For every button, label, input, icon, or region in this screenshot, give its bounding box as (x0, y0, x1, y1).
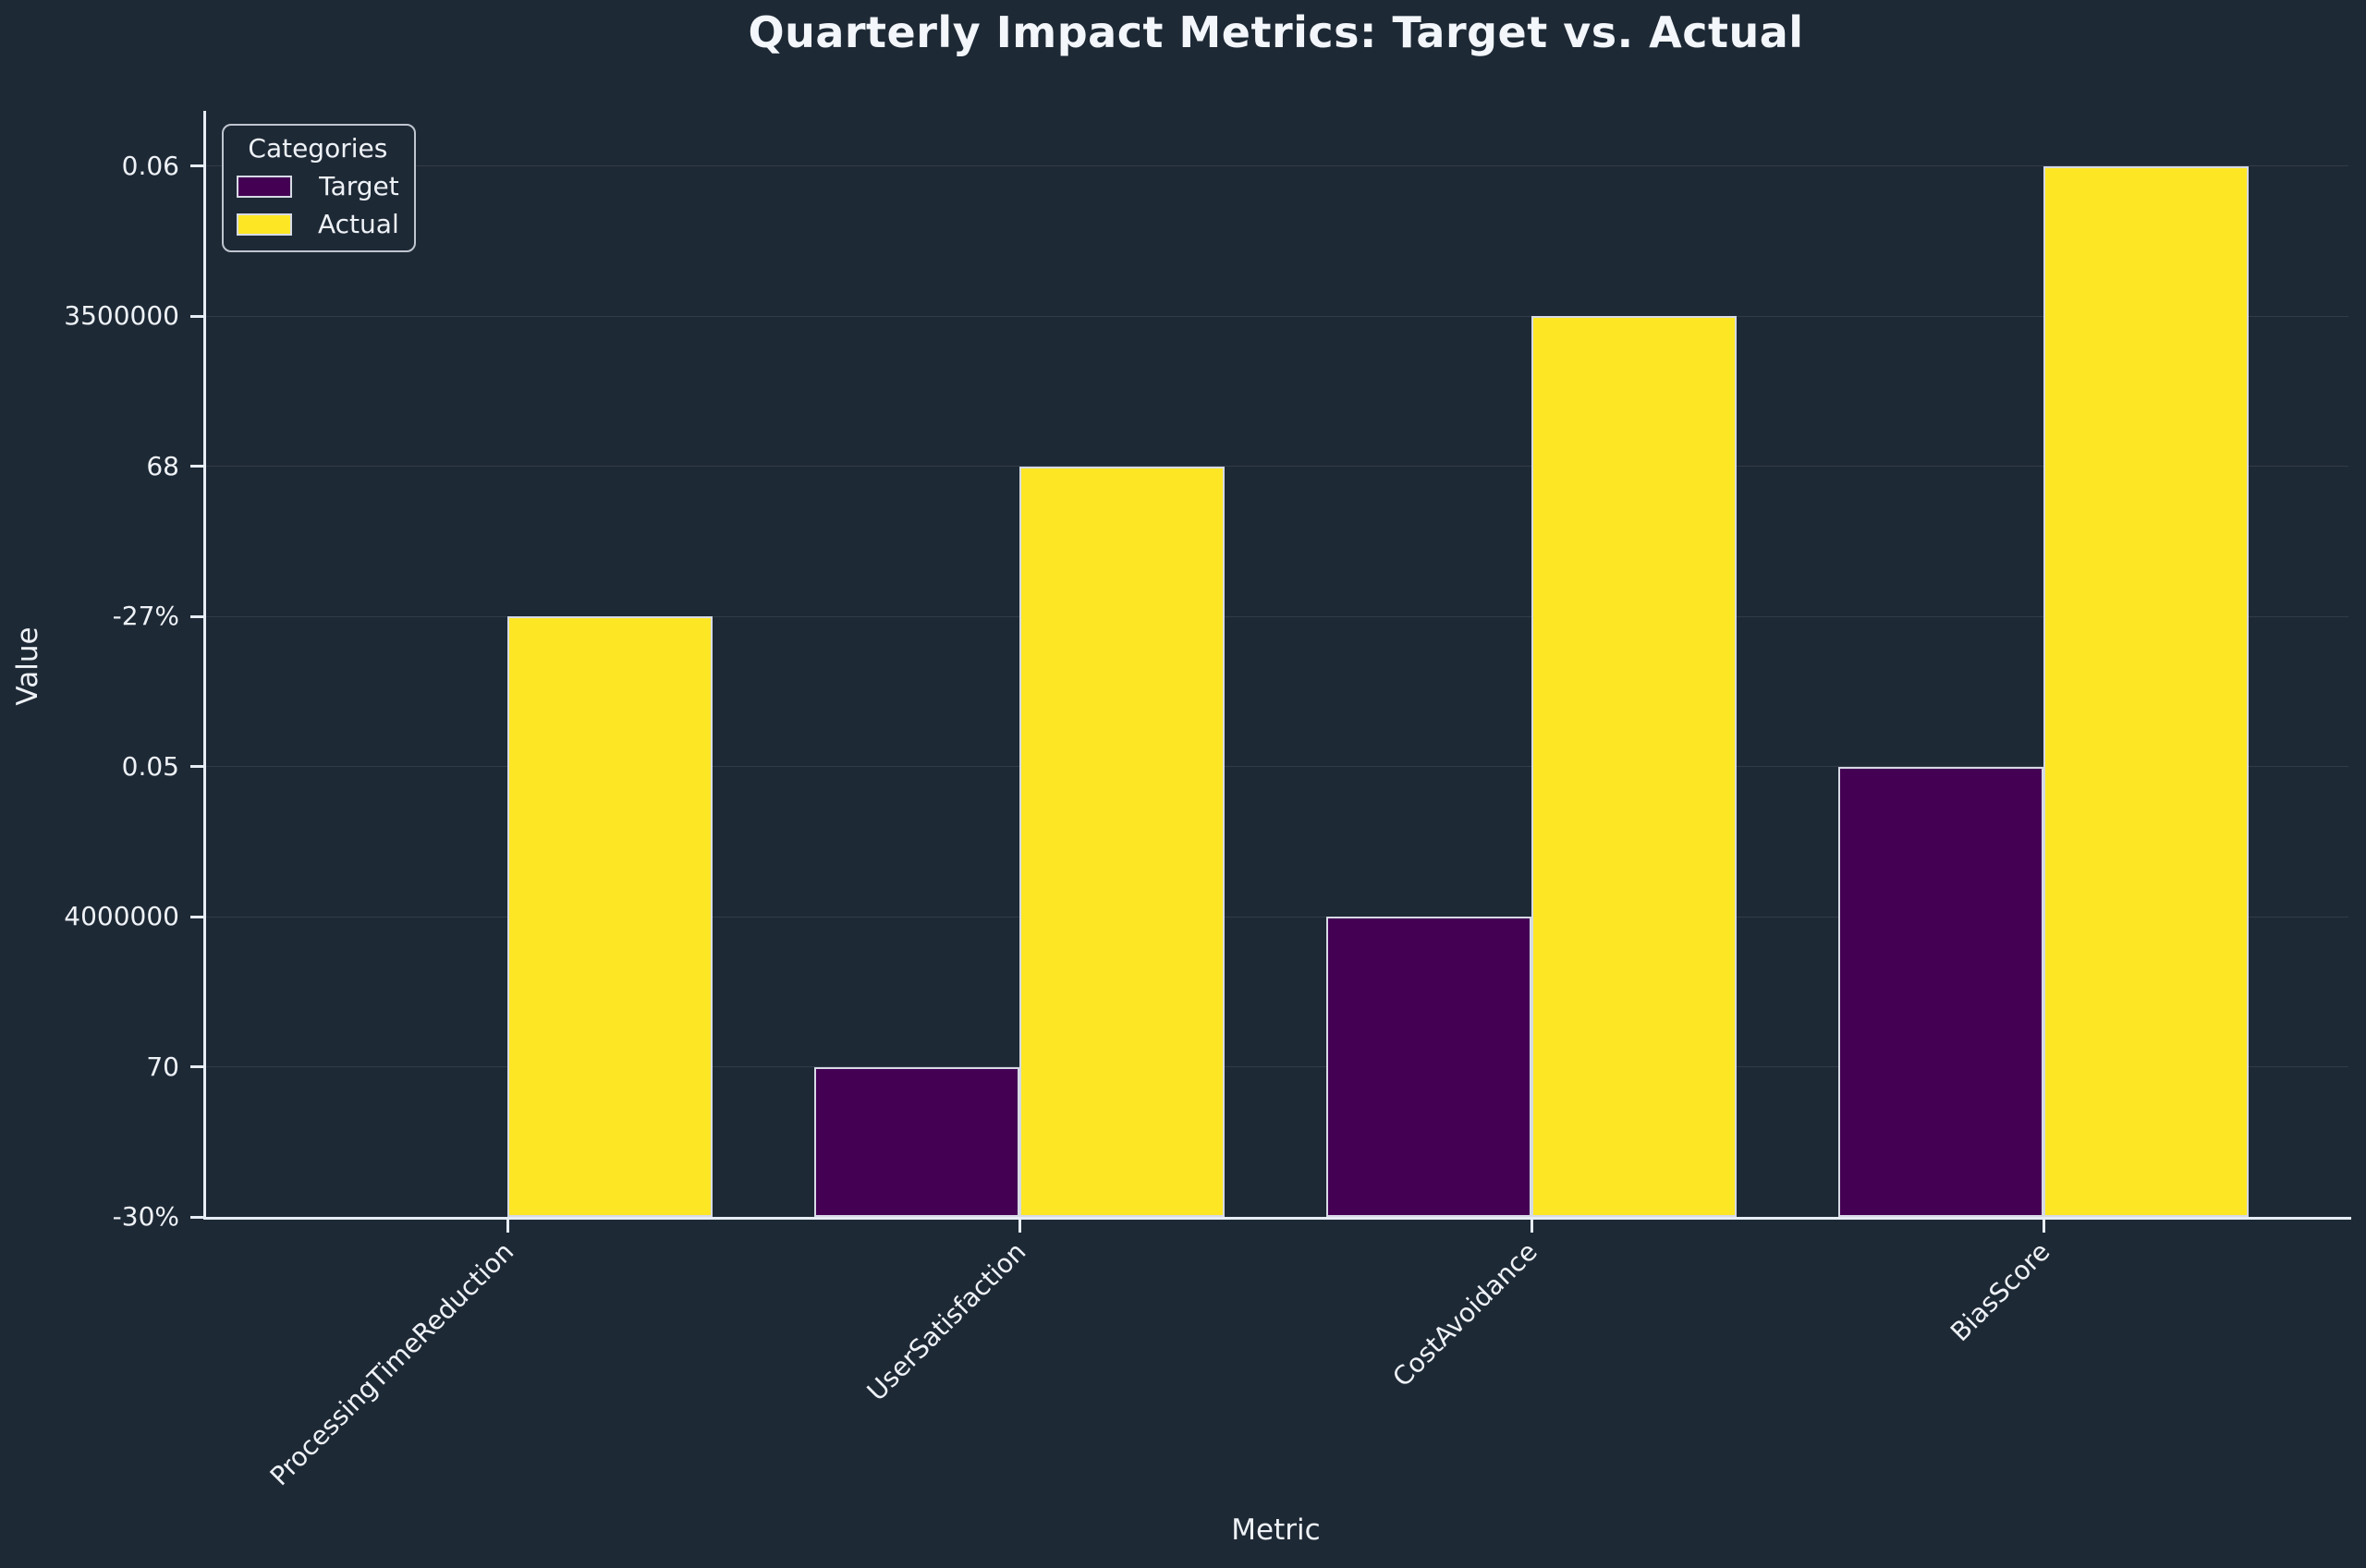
x-tick-mark (2042, 1220, 2045, 1233)
x-tick-mark (1530, 1220, 1533, 1233)
y-tick-mark (190, 765, 203, 769)
bar-actual-biasscore (2043, 165, 2249, 1217)
bar-actual-processingtimereduction (507, 616, 713, 1217)
y-tick-mark (190, 314, 203, 318)
y-tick-label: 68 (146, 450, 179, 481)
gridline (203, 1066, 2348, 1068)
y-tick-label: 3500000 (64, 300, 179, 332)
y-tick-mark (190, 164, 203, 168)
bar-actual-costavoidance (1531, 316, 1737, 1217)
y-tick-label: 0.05 (121, 750, 179, 782)
gridline (203, 615, 2348, 617)
legend-item-target: Target (237, 171, 399, 201)
x-axis-label: Metric (1231, 1513, 1321, 1547)
gridline (203, 916, 2348, 918)
y-tick-label: -30% (112, 1201, 179, 1232)
gridline (203, 466, 2348, 468)
gridline (203, 766, 2348, 768)
legend-label-target: Target (319, 171, 399, 201)
y-tick-mark (190, 915, 203, 918)
y-tick-mark (190, 614, 203, 618)
x-tick-mark (506, 1220, 509, 1233)
target-swatch-icon (237, 175, 292, 198)
y-tick-label: 4000000 (64, 901, 179, 932)
gridline (203, 315, 2348, 317)
legend-title: Categories (248, 133, 388, 164)
y-tick-label: -27% (112, 601, 179, 632)
gridline (203, 165, 2348, 167)
actual-swatch-icon (237, 213, 292, 236)
y-tick-mark (190, 1065, 203, 1069)
bar-target-costavoidance (1326, 917, 1531, 1217)
chart-title: Quarterly Impact Metrics: Target vs. Act… (748, 7, 1804, 57)
y-tick-label: 70 (146, 1051, 179, 1082)
legend: Categories Target Actual (222, 124, 416, 252)
bar-target-usersatisfaction (814, 1066, 1019, 1217)
y-tick-label: 0.06 (121, 150, 179, 181)
bar-target-biasscore (1838, 766, 2043, 1217)
bar-actual-usersatisfaction (1019, 466, 1225, 1217)
y-tick-mark (190, 465, 203, 468)
y-tick-mark (190, 1215, 203, 1219)
plot-area: Categories Target Actual (203, 111, 2351, 1220)
x-tick-label-costavoidance: CostAvoidance (1386, 1235, 1544, 1393)
x-tick-label-processingtimereduction: ProcessingTimeReduction (263, 1235, 520, 1492)
x-tick-label-biasscore: BiasScore (1944, 1235, 2056, 1348)
x-tick-label-usersatisfaction: UserSatisfaction (860, 1235, 1032, 1407)
x-tick-mark (1018, 1220, 1021, 1233)
legend-label-actual: Actual (318, 209, 399, 239)
legend-item-actual: Actual (237, 209, 399, 239)
